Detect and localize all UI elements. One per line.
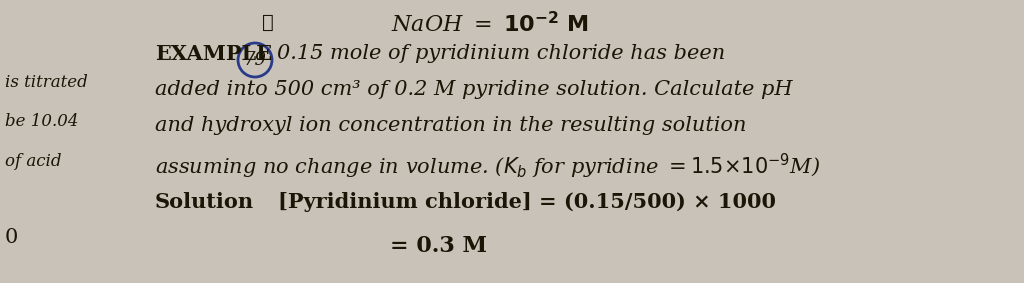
- Text: of acid: of acid: [5, 153, 61, 170]
- Text: [Pyridinium chloride] = (0.15/500) × 1000: [Pyridinium chloride] = (0.15/500) × 100…: [278, 192, 776, 212]
- Text: Solution: Solution: [155, 192, 254, 212]
- Text: assuming no change in volume. ($K_b$ for pyridine $= 1.5{\times}10^{-9}$M): assuming no change in volume. ($K_b$ for…: [155, 152, 820, 181]
- Text: be 10.04: be 10.04: [5, 113, 79, 130]
- Text: 79: 79: [244, 51, 266, 69]
- Text: and hydroxyl ion concentration in the resulting solution: and hydroxyl ion concentration in the re…: [155, 116, 746, 135]
- Text: added into 500 cm³ of 0.2 M pyridine solution. Calculate pH: added into 500 cm³ of 0.2 M pyridine sol…: [155, 80, 793, 99]
- Text: 0: 0: [5, 228, 18, 247]
- Text: = 0.3 M: = 0.3 M: [390, 235, 487, 257]
- Text: 0.15 mole of pyridinium chloride has been: 0.15 mole of pyridinium chloride has bee…: [278, 44, 725, 63]
- Text: EXAMPLE: EXAMPLE: [155, 44, 272, 64]
- Text: is titrated: is titrated: [5, 74, 88, 91]
- Text: NaOH $=$ $\mathbf{10^{-2}\ M}$: NaOH $=$ $\mathbf{10^{-2}\ M}$: [391, 12, 589, 37]
- Text: ∴: ∴: [262, 14, 273, 32]
